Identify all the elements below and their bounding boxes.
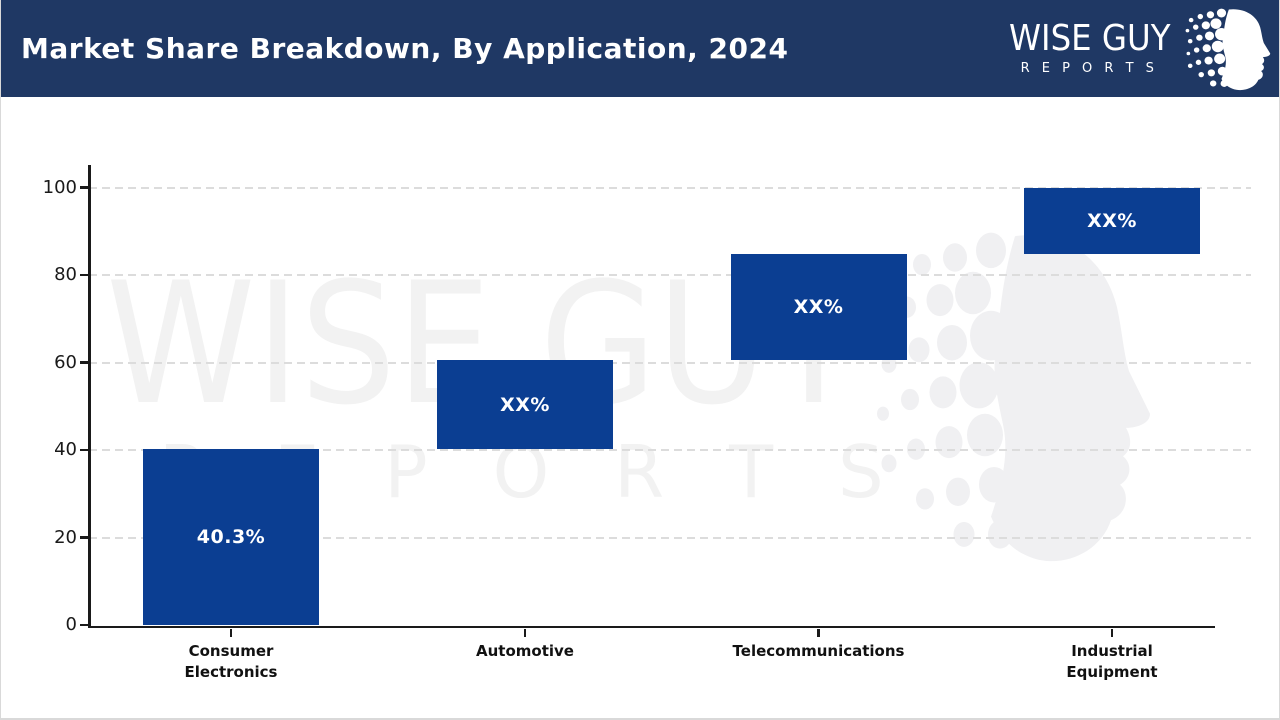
category-label-line: Automotive <box>476 642 574 660</box>
chart-plot-area: 0 20 40 60 80 100 40.3% XX% XX% XX% Consumer Electr… <box>1 97 1279 718</box>
y-axis-tick-80 <box>80 273 88 277</box>
bar-industrial-equipment: XX% <box>1024 187 1200 254</box>
gridline-100 <box>89 186 1251 189</box>
y-axis-tick-0 <box>80 623 88 627</box>
category-label-line: Electronics <box>184 663 278 681</box>
logo-sub-text: R E P O R T S <box>1020 61 1158 76</box>
y-axis-tick-label: 0 <box>65 614 77 635</box>
category-label-line: Consumer <box>188 642 274 660</box>
category-label-industrial-equipment: Industrial Equipment <box>982 641 1242 683</box>
category-label-line: Industrial <box>1071 642 1153 660</box>
x-axis-tick-0 <box>229 628 233 637</box>
y-axis-tick-label: 40 <box>54 439 77 460</box>
wise-guy-face-icon <box>1185 8 1271 90</box>
y-axis-tick-20 <box>80 536 88 539</box>
header-bar: Market Share Breakdown, By Application, … <box>1 0 1279 97</box>
bar-value-label: XX% <box>500 393 550 416</box>
y-axis-line <box>88 165 91 628</box>
bar-value-label: 40.3% <box>196 525 266 548</box>
y-axis-tick-label: 20 <box>54 526 77 548</box>
bar-consumer-electronics: 40.3% <box>143 448 319 625</box>
page-title: Market Share Breakdown, By Application, … <box>21 32 789 65</box>
y-axis-tick-40 <box>80 448 88 452</box>
y-axis-tick-label: 100 <box>42 176 77 198</box>
category-label-line: Telecommunications <box>732 642 905 660</box>
gridline-40 <box>89 449 1251 451</box>
gridline-80 <box>89 274 1251 276</box>
watermark-face-icon <box>874 232 1150 562</box>
x-axis-tick-3 <box>1110 628 1114 637</box>
bar-value-label: XX% <box>793 295 844 318</box>
gridline-20 <box>89 536 1251 539</box>
x-axis-tick-1 <box>523 628 527 637</box>
y-axis-tick-100 <box>80 186 88 189</box>
wise-guy-logo: WISE GUY R E P O R T S <box>1000 0 1274 97</box>
bar-automotive: XX% <box>437 360 613 449</box>
gridline-60 <box>89 361 1251 364</box>
logo-brand-text: WISE GUY <box>1008 18 1171 59</box>
category-label-consumer-electronics: Consumer Electronics <box>101 641 361 683</box>
logo-text: WISE GUY R E P O R T S <box>1000 18 1180 77</box>
x-axis-line <box>88 625 1215 628</box>
y-axis-tick-label: 60 <box>54 351 77 373</box>
category-label-automotive: Automotive <box>395 641 655 662</box>
bar-value-label: XX% <box>1087 209 1137 232</box>
category-label-telecommunications: Telecommunications <box>689 641 949 662</box>
y-axis-tick-60 <box>80 361 88 364</box>
category-label-line: Equipment <box>1066 663 1158 681</box>
y-axis-tick-label: 80 <box>54 264 77 285</box>
x-axis-tick-2 <box>817 628 820 637</box>
bar-telecommunications: XX% <box>730 253 907 361</box>
